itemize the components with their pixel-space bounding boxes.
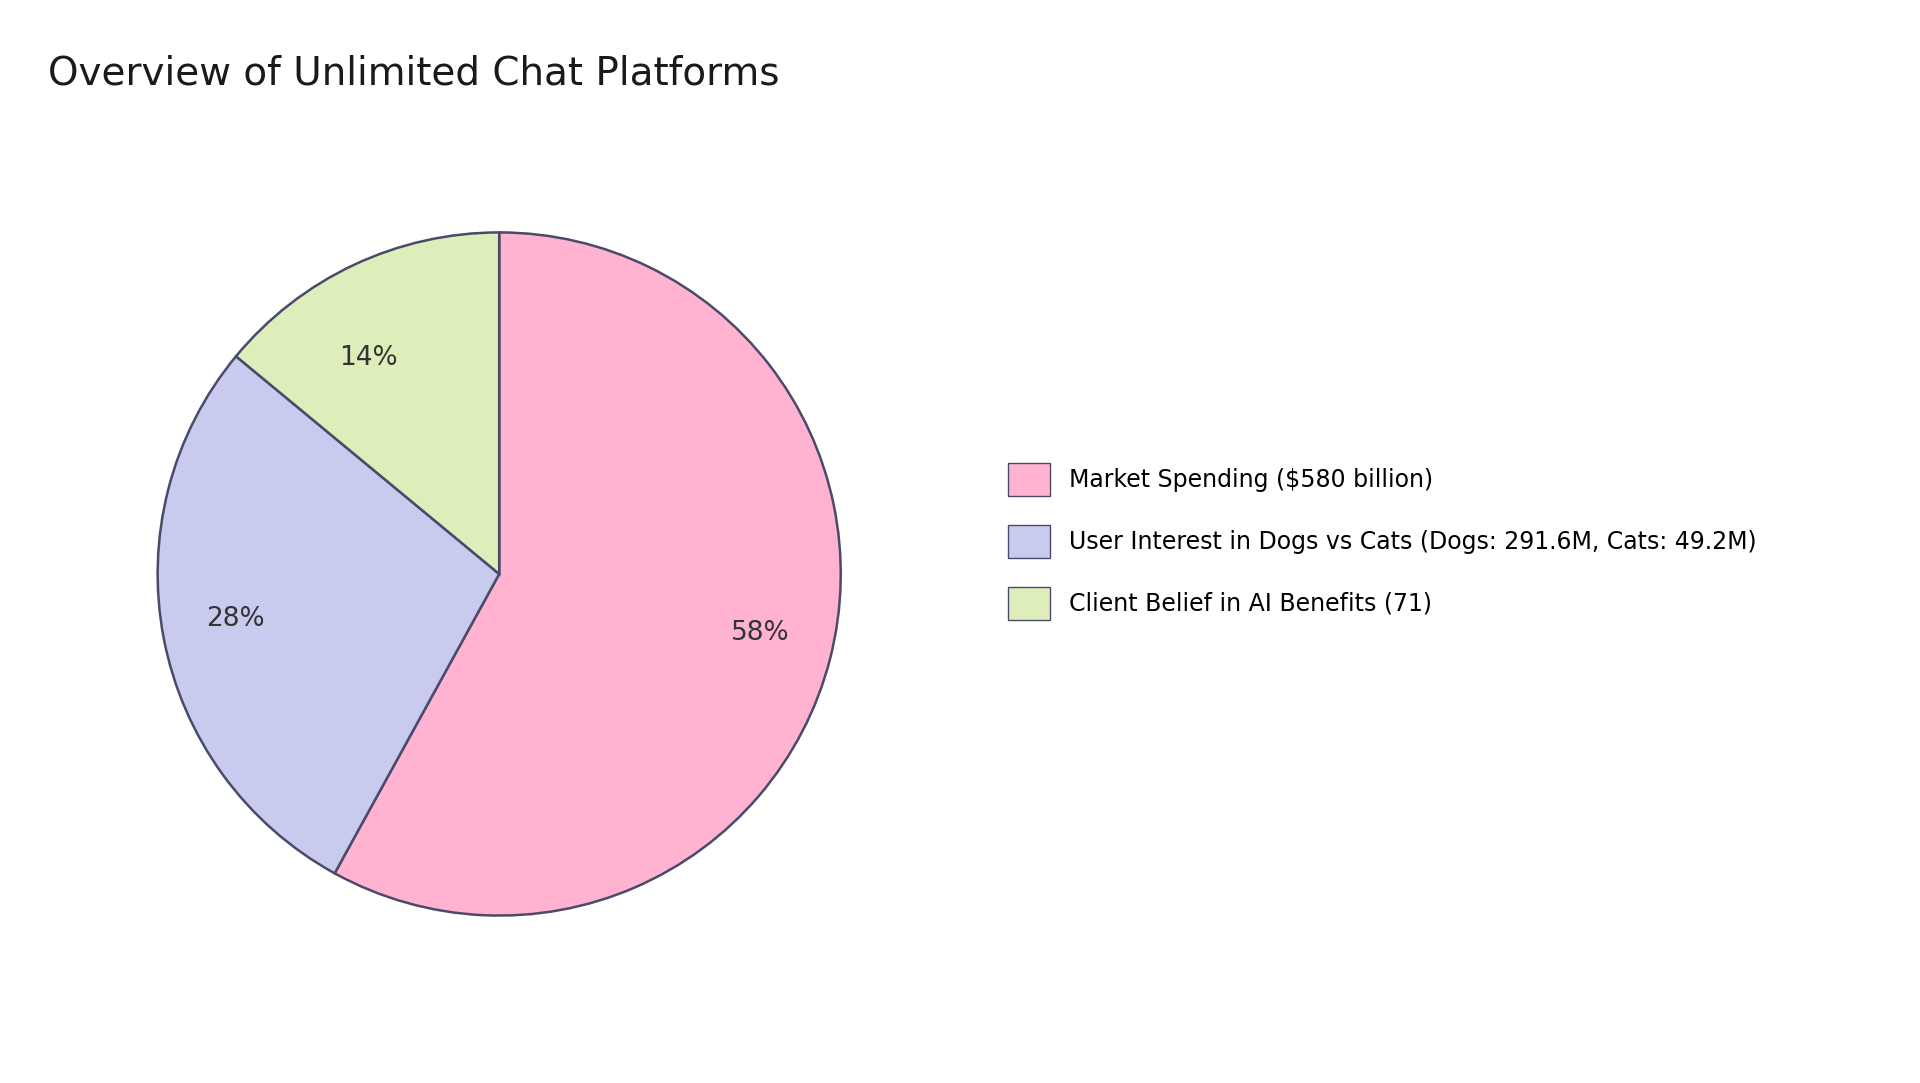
- Wedge shape: [236, 233, 499, 574]
- Text: 28%: 28%: [205, 605, 265, 631]
- Legend: Market Spending ($580 billion), User Interest in Dogs vs Cats (Dogs: 291.6M, Cat: Market Spending ($580 billion), User Int…: [985, 440, 1780, 643]
- Text: 58%: 58%: [732, 621, 789, 647]
- Text: 14%: 14%: [338, 344, 397, 370]
- Wedge shape: [334, 233, 841, 915]
- Text: Overview of Unlimited Chat Platforms: Overview of Unlimited Chat Platforms: [48, 54, 780, 92]
- Wedge shape: [157, 356, 499, 873]
